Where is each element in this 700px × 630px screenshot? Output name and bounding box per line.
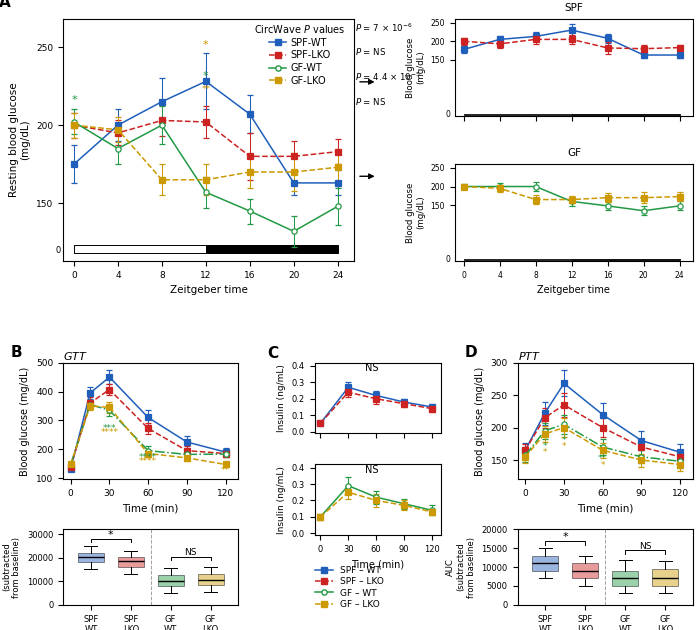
Text: NS: NS [365,363,378,373]
PathPatch shape [573,563,598,578]
Text: C: C [267,346,278,362]
Text: B: B [10,345,22,360]
X-axis label: Time (min): Time (min) [351,559,405,569]
Text: $P$ = NS: $P$ = NS [355,46,386,57]
Text: A: A [0,0,10,10]
Text: *: * [108,530,113,540]
Y-axis label: Blood glucose
(mg/dL): Blood glucose (mg/dL) [405,183,425,243]
Y-axis label: Insulin (ng/mL): Insulin (ng/mL) [277,364,286,432]
Text: $P$ = 4.4 × 10$^{-5}$: $P$ = 4.4 × 10$^{-5}$ [355,71,421,83]
Text: *: * [561,442,566,451]
Y-axis label: Insulin (ng/mL): Insulin (ng/mL) [277,466,286,534]
Y-axis label: Blood glucose (mg/dL): Blood glucose (mg/dL) [475,367,485,476]
Y-axis label: Blood glucose
(mg/dL): Blood glucose (mg/dL) [405,37,425,98]
Y-axis label: Resting blood glucose
(mg/dL): Resting blood glucose (mg/dL) [9,83,31,197]
Text: $P$ = 7 × 10$^{-6}$: $P$ = 7 × 10$^{-6}$ [355,21,412,33]
Text: NS: NS [184,548,197,558]
Legend: SPF-WT, SPF-LKO, GF-WT, GF-LKO: SPF-WT, SPF-LKO, GF-WT, GF-LKO [250,19,349,89]
PathPatch shape [118,556,144,567]
X-axis label: Time (min): Time (min) [577,504,634,514]
PathPatch shape [533,556,559,571]
Text: *: * [601,461,605,471]
Text: $P$ = NS: $P$ = NS [355,96,386,106]
PathPatch shape [652,569,678,586]
Text: *: * [542,442,547,451]
Text: **: ** [202,85,210,94]
Text: *: * [203,40,209,50]
PathPatch shape [158,575,183,586]
Text: NS: NS [365,464,378,474]
X-axis label: Zeitgeber time: Zeitgeber time [538,285,610,295]
Legend: SPF – WT, SPF – LKO, GF – WT, GF – LKO: SPF – WT, SPF – LKO, GF – WT, GF – LKO [315,566,384,609]
X-axis label: Zeitgeber time: Zeitgeber time [169,285,248,295]
Title: GF: GF [567,148,581,158]
Text: **: ** [598,454,607,463]
Text: ***: *** [103,425,116,433]
Text: $PTT$: $PTT$ [517,350,540,362]
Text: $GTT$: $GTT$ [63,350,88,362]
Text: *: * [203,71,209,81]
Text: *: * [71,94,77,105]
Y-axis label: Blood glucose (mg/dL): Blood glucose (mg/dL) [20,367,31,476]
Text: *: * [563,532,568,542]
Text: ****: **** [100,428,118,437]
Text: 0: 0 [55,246,61,255]
PathPatch shape [612,571,638,586]
Text: 0: 0 [445,255,450,264]
Text: ****: **** [139,457,158,466]
Text: NS: NS [639,542,652,551]
X-axis label: Time (min): Time (min) [122,504,179,514]
Y-axis label: AUC
(subtracted
from baseline): AUC (subtracted from baseline) [446,537,476,598]
Text: 0: 0 [445,110,450,118]
Text: **: ** [221,466,230,475]
Title: SPF: SPF [564,3,583,13]
PathPatch shape [197,574,223,585]
Text: ****: **** [139,453,158,462]
Text: *: * [561,435,566,445]
PathPatch shape [78,553,104,563]
Text: D: D [465,345,477,360]
Text: *: * [542,449,547,457]
Y-axis label: AUC
(subtracted
from baseline): AUC (subtracted from baseline) [0,537,21,598]
